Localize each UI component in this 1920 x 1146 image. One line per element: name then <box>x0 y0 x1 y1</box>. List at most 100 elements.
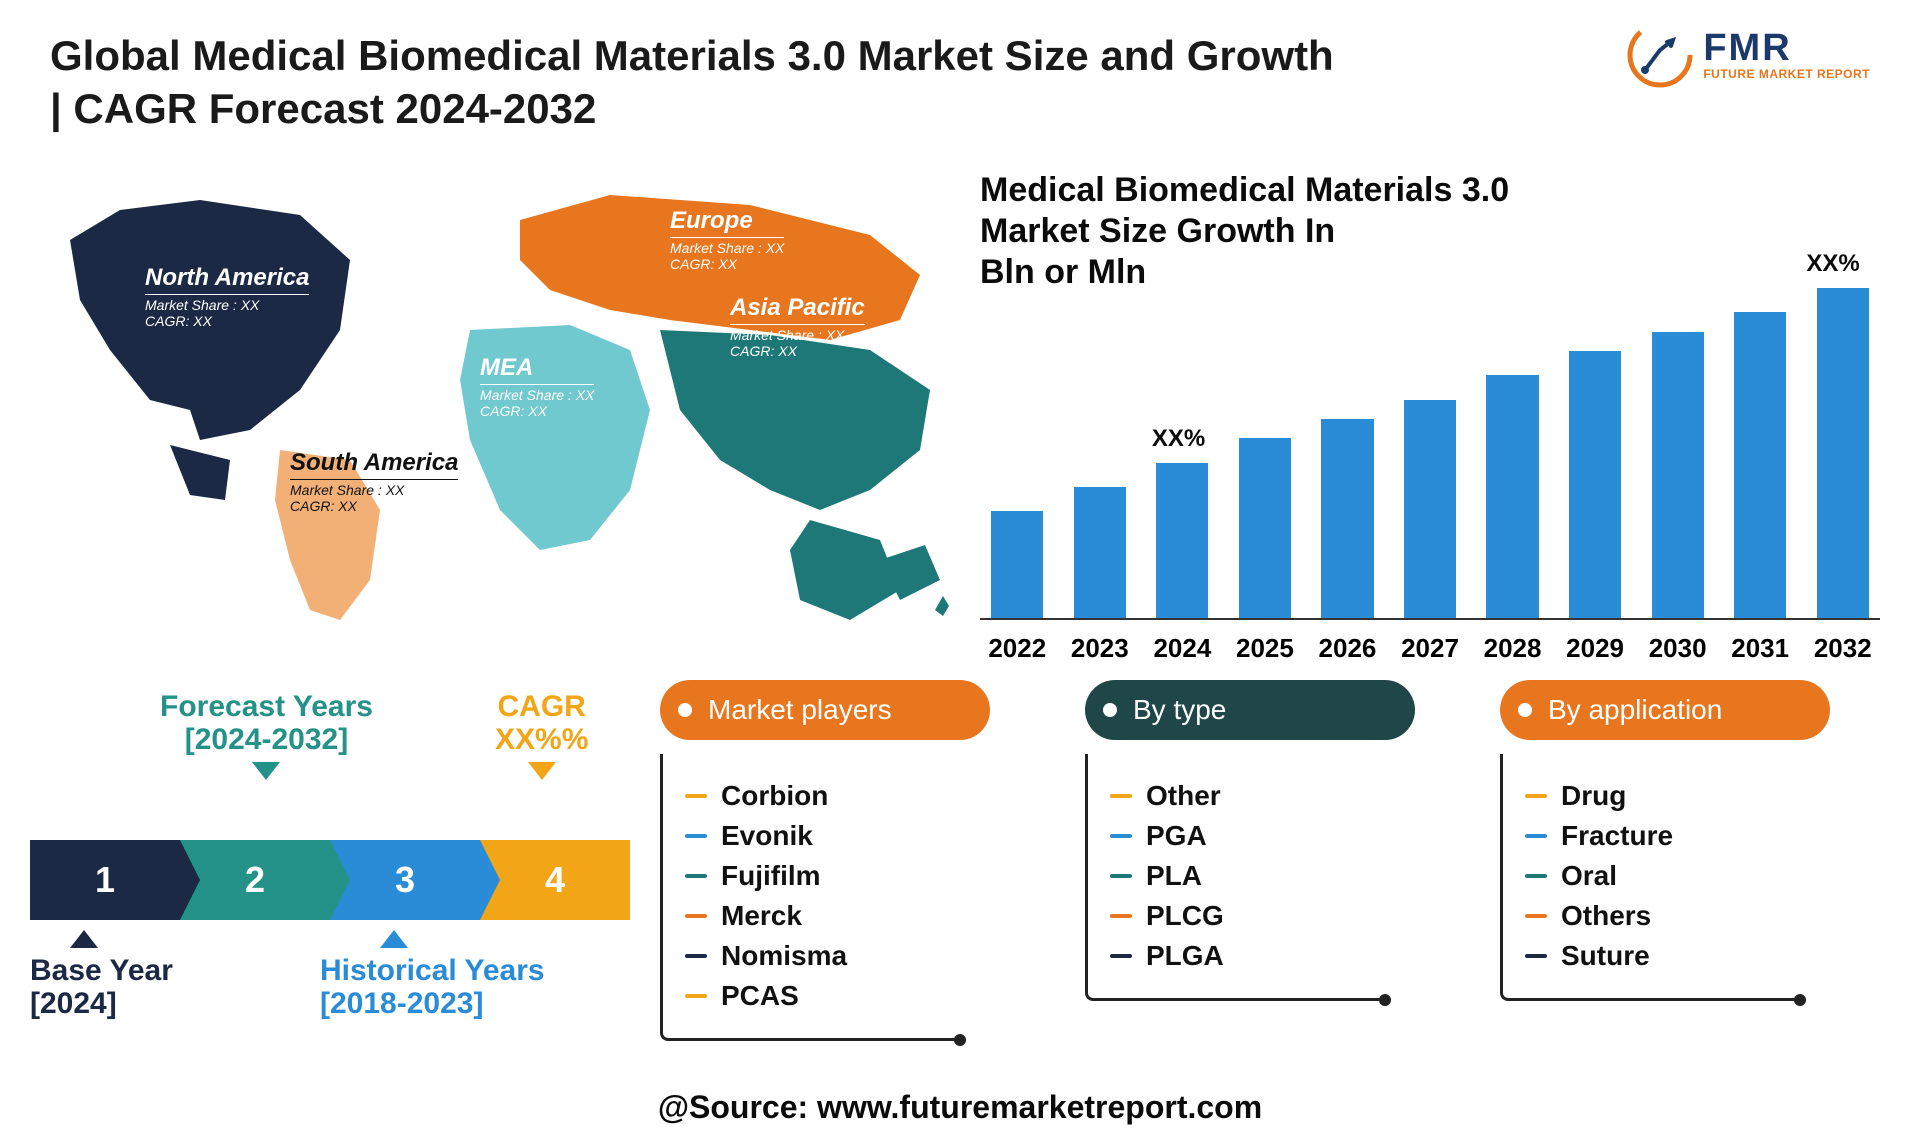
bar-rect <box>1239 438 1291 618</box>
list-item: Others <box>1525 900 1800 932</box>
bar-annotation: XX% <box>1806 250 1859 278</box>
bar-2030 <box>1640 332 1715 618</box>
list-item-label: Fujifilm <box>721 860 821 892</box>
timeline-seg-4: 4 <box>480 840 630 920</box>
list-item: Fracture <box>1525 820 1800 852</box>
bar-label: 2029 <box>1558 633 1633 664</box>
list-item: PGA <box>1110 820 1385 852</box>
cagr-label: CAGR XX%% <box>495 690 588 780</box>
list-item-label: PLGA <box>1146 940 1224 972</box>
forecast-years-label: Forecast Years [2024-2032] <box>160 690 373 780</box>
pill-dot-icon <box>1103 703 1117 717</box>
map-region-ap <box>660 330 940 620</box>
list-item-label: PCAS <box>721 980 799 1012</box>
tick-icon <box>1525 834 1547 838</box>
logo-text-sub: FUTURE MARKET REPORT <box>1703 67 1870 81</box>
tick-icon <box>685 874 707 878</box>
bar-rect <box>1652 332 1704 618</box>
category-pill: By application <box>1500 680 1830 740</box>
category-column: Market players Corbion Evonik Fujifilm Merck… <box>660 680 1070 1041</box>
list-item: PLA <box>1110 860 1385 892</box>
list-item-label: PLCG <box>1146 900 1224 932</box>
bar-annotation: XX% <box>1152 425 1205 453</box>
list-item-label: Suture <box>1561 940 1650 972</box>
list-item: Drug <box>1525 780 1800 812</box>
region-label-sa: South America Market Share : XX CAGR: XX <box>290 450 458 514</box>
list-item: Nomisma <box>685 940 960 972</box>
list-item-label: PLA <box>1146 860 1202 892</box>
bar-rect <box>1569 351 1621 618</box>
pill-dot-icon <box>678 703 692 717</box>
bar-label: 2031 <box>1723 633 1798 664</box>
bar-label: 2025 <box>1228 633 1303 664</box>
tick-icon <box>685 954 707 958</box>
bar-label: 2028 <box>1475 633 1550 664</box>
timeline-infographic: Forecast Years [2024-2032] CAGR XX%% 1 2… <box>30 690 630 1040</box>
bar-2026 <box>1310 419 1385 618</box>
bar-label: 2030 <box>1640 633 1715 664</box>
bar-2025 <box>1228 438 1303 618</box>
bar-rect <box>1156 463 1208 618</box>
bar-label: 2024 <box>1145 633 1220 664</box>
bar-2029 <box>1558 351 1633 618</box>
bar-label: 2023 <box>1063 633 1138 664</box>
bar-rect <box>1734 312 1786 618</box>
fmr-logo: FMR FUTURE MARKET REPORT <box>1625 20 1870 90</box>
bar-2031 <box>1723 312 1798 618</box>
list-item-label: Nomisma <box>721 940 847 972</box>
list-item: Suture <box>1525 940 1800 972</box>
list-item: Fujifilm <box>685 860 960 892</box>
base-year-label: Base Year [2024] <box>30 930 173 1020</box>
tick-icon <box>685 994 707 998</box>
bar-rect <box>1817 288 1869 618</box>
region-label-eu: Europe Market Share : XX CAGR: XX <box>670 208 784 272</box>
category-title: Market players <box>708 694 892 726</box>
bar-label: 2032 <box>1805 633 1880 664</box>
bar-rect <box>991 511 1043 618</box>
logo-icon <box>1625 20 1695 90</box>
category-column: By type Other PGA PLA PLCG PLGA <box>1085 680 1495 1001</box>
tick-icon <box>1110 874 1132 878</box>
list-item: PLCG <box>1110 900 1385 932</box>
list-item: PCAS <box>685 980 960 1012</box>
bar-label: 2026 <box>1310 633 1385 664</box>
historical-years-label: Historical Years [2018-2023] <box>320 930 545 1020</box>
bar-2023 <box>1063 487 1138 618</box>
tick-icon <box>1110 914 1132 918</box>
list-item-label: Fracture <box>1561 820 1673 852</box>
bar-2022 <box>980 511 1055 618</box>
tick-icon <box>1110 834 1132 838</box>
list-item: PLGA <box>1110 940 1385 972</box>
list-item-label: Other <box>1146 780 1221 812</box>
list-item-label: Drug <box>1561 780 1626 812</box>
list-item-label: Evonik <box>721 820 813 852</box>
bar-rect <box>1404 400 1456 618</box>
list-item: Evonik <box>685 820 960 852</box>
bar-2028 <box>1475 375 1550 618</box>
pill-dot-icon <box>1518 703 1532 717</box>
list-item: Corbion <box>685 780 960 812</box>
region-label-mea: MEA Market Share : XX CAGR: XX <box>480 355 594 419</box>
category-pill: Market players <box>660 680 990 740</box>
category-title: By application <box>1548 694 1722 726</box>
tick-icon <box>1525 874 1547 878</box>
bar-rect <box>1074 487 1126 618</box>
logo-text-fmr: FMR <box>1703 29 1870 67</box>
category-column: By applicationDrugFractureOralOthersSutu… <box>1500 680 1910 1001</box>
list-item-label: Corbion <box>721 780 828 812</box>
list-item: Other <box>1110 780 1385 812</box>
tick-icon <box>685 914 707 918</box>
tick-icon <box>1110 954 1132 958</box>
category-title: By type <box>1133 694 1226 726</box>
tick-icon <box>685 794 707 798</box>
timeline-seg-3: 3 <box>330 840 480 920</box>
list-item-label: Others <box>1561 900 1651 932</box>
timeline-seg-1: 1 <box>30 840 180 920</box>
bar-label: 2027 <box>1393 633 1468 664</box>
bar-2032 <box>1805 288 1880 618</box>
timeline-seg-2: 2 <box>180 840 330 920</box>
list-item: Merck <box>685 900 960 932</box>
bar-rect <box>1486 375 1538 618</box>
list-item-label: PGA <box>1146 820 1207 852</box>
bar-label: 2022 <box>980 633 1055 664</box>
